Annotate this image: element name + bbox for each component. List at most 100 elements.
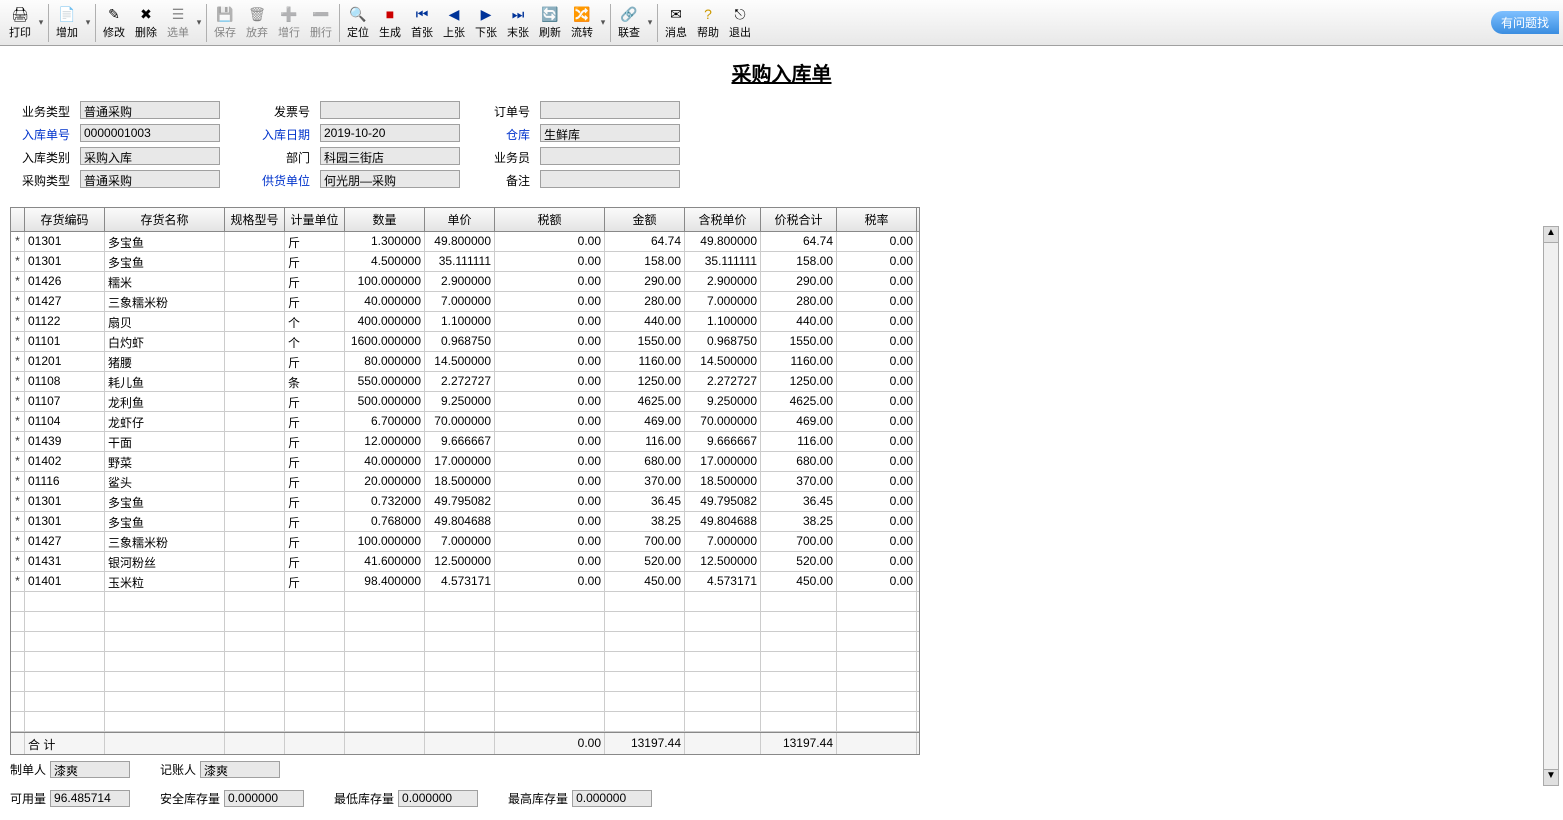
cell[interactable]: 450.00 bbox=[761, 572, 837, 591]
cell[interactable]: 4625.00 bbox=[605, 392, 685, 411]
cell[interactable]: 14.500000 bbox=[685, 352, 761, 371]
cell[interactable]: 01107 bbox=[25, 392, 105, 411]
cell[interactable]: 0.00 bbox=[495, 552, 605, 571]
help-badge[interactable]: 有问题找 bbox=[1491, 11, 1559, 34]
cell[interactable]: 70.000000 bbox=[685, 412, 761, 431]
cell[interactable] bbox=[225, 492, 285, 511]
cell[interactable] bbox=[345, 652, 425, 671]
abandon-button[interactable]: 🗑放弃 bbox=[241, 2, 273, 44]
avail-field[interactable]: 96.485714 bbox=[50, 790, 130, 807]
cell[interactable]: 多宝鱼 bbox=[105, 252, 225, 271]
cell[interactable]: 41.600000 bbox=[345, 552, 425, 571]
maker-field[interactable]: 漆爽 bbox=[50, 761, 130, 778]
column-header[interactable]: 规格型号 bbox=[225, 208, 285, 231]
prev-button[interactable]: ◀上张 bbox=[438, 2, 470, 44]
cell[interactable]: 野菜 bbox=[105, 452, 225, 471]
select-button[interactable]: ☰选单 bbox=[162, 2, 194, 44]
cell[interactable]: 6.700000 bbox=[345, 412, 425, 431]
cell[interactable] bbox=[495, 672, 605, 691]
table-row[interactable] bbox=[11, 652, 919, 672]
cell[interactable]: 斤 bbox=[285, 292, 345, 311]
cell[interactable]: 斤 bbox=[285, 432, 345, 451]
cell[interactable]: 49.795082 bbox=[685, 492, 761, 511]
cell[interactable]: 116.00 bbox=[605, 432, 685, 451]
cell[interactable]: 7.000000 bbox=[425, 532, 495, 551]
cell[interactable]: 370.00 bbox=[605, 472, 685, 491]
cell[interactable]: 扇贝 bbox=[105, 312, 225, 331]
column-header[interactable]: 数量 bbox=[345, 208, 425, 231]
table-row[interactable]: *01431银河粉丝斤41.60000012.5000000.00520.001… bbox=[11, 552, 919, 572]
cell[interactable] bbox=[425, 592, 495, 611]
poster-field[interactable]: 漆爽 bbox=[200, 761, 280, 778]
cell[interactable]: 01427 bbox=[25, 532, 105, 551]
cell[interactable] bbox=[425, 652, 495, 671]
cell[interactable] bbox=[425, 632, 495, 651]
cell[interactable]: 0.968750 bbox=[685, 332, 761, 351]
cell[interactable]: 469.00 bbox=[761, 412, 837, 431]
cell[interactable] bbox=[25, 692, 105, 711]
cell[interactable] bbox=[685, 692, 761, 711]
cell[interactable]: 0.968750 bbox=[425, 332, 495, 351]
cell[interactable]: 0.00 bbox=[495, 292, 605, 311]
cell[interactable] bbox=[225, 612, 285, 631]
table-row[interactable] bbox=[11, 632, 919, 652]
cell[interactable]: 斤 bbox=[285, 252, 345, 271]
cell[interactable]: 01301 bbox=[25, 512, 105, 531]
cell[interactable] bbox=[285, 652, 345, 671]
cell[interactable]: 0.768000 bbox=[345, 512, 425, 531]
cell[interactable]: 0.00 bbox=[837, 472, 917, 491]
cell[interactable]: 500.000000 bbox=[345, 392, 425, 411]
column-header[interactable] bbox=[11, 208, 25, 231]
add-button[interactable]: 📄增加 bbox=[51, 2, 83, 44]
cell[interactable]: 36.45 bbox=[761, 492, 837, 511]
cell[interactable]: 0.00 bbox=[495, 372, 605, 391]
cell[interactable]: 0.00 bbox=[837, 552, 917, 571]
last-button[interactable]: ⏭末张 bbox=[502, 2, 534, 44]
table-row[interactable]: *01108耗儿鱼条550.0000002.2727270.001250.002… bbox=[11, 372, 919, 392]
cell[interactable] bbox=[837, 712, 917, 731]
print-button[interactable]: 🖨打印 bbox=[4, 2, 36, 44]
addrow-button[interactable]: ➕增行 bbox=[273, 2, 305, 44]
cell[interactable] bbox=[11, 652, 25, 671]
cell[interactable]: 龙利鱼 bbox=[105, 392, 225, 411]
cell[interactable]: 0.00 bbox=[495, 332, 605, 351]
cell[interactable]: 40.000000 bbox=[345, 452, 425, 471]
cell[interactable] bbox=[225, 372, 285, 391]
cell[interactable] bbox=[345, 672, 425, 691]
cell[interactable]: 9.666667 bbox=[425, 432, 495, 451]
cell[interactable] bbox=[761, 712, 837, 731]
indate-label[interactable]: 入库日期 bbox=[230, 124, 310, 143]
cell[interactable] bbox=[25, 672, 105, 691]
table-row[interactable]: *01439干面斤12.0000009.6666670.00116.009.66… bbox=[11, 432, 919, 452]
cell[interactable] bbox=[425, 692, 495, 711]
print-dropdown[interactable]: ▾ bbox=[36, 2, 46, 44]
cell[interactable] bbox=[495, 712, 605, 731]
cell[interactable] bbox=[685, 652, 761, 671]
cell[interactable]: 440.00 bbox=[761, 312, 837, 331]
cell[interactable]: 个 bbox=[285, 332, 345, 351]
cell[interactable] bbox=[761, 652, 837, 671]
save-button[interactable]: 💾保存 bbox=[209, 2, 241, 44]
cell[interactable]: 9.666667 bbox=[685, 432, 761, 451]
flow-dropdown[interactable]: ▾ bbox=[598, 2, 608, 44]
cell[interactable]: 0.00 bbox=[837, 232, 917, 251]
cell[interactable]: 0.00 bbox=[495, 312, 605, 331]
cell[interactable]: 9.250000 bbox=[685, 392, 761, 411]
cell[interactable]: 斤 bbox=[285, 492, 345, 511]
cell[interactable]: 4.573171 bbox=[685, 572, 761, 591]
cell[interactable]: 0.00 bbox=[837, 452, 917, 471]
cell[interactable] bbox=[105, 632, 225, 651]
cell[interactable] bbox=[837, 692, 917, 711]
cell[interactable]: 01301 bbox=[25, 232, 105, 251]
cell[interactable]: 0.00 bbox=[837, 372, 917, 391]
cell[interactable] bbox=[11, 712, 25, 731]
cell[interactable]: 0.00 bbox=[495, 532, 605, 551]
cell[interactable] bbox=[225, 692, 285, 711]
table-row[interactable]: *01427三象糯米粉斤100.0000007.0000000.00700.00… bbox=[11, 532, 919, 552]
cell[interactable] bbox=[105, 592, 225, 611]
cell[interactable]: 0.00 bbox=[837, 352, 917, 371]
exit-button[interactable]: ⎋退出 bbox=[724, 2, 756, 44]
indate-field[interactable]: 2019-10-20 bbox=[320, 124, 460, 142]
column-header[interactable]: 存货名称 bbox=[105, 208, 225, 231]
invoice-field[interactable] bbox=[320, 101, 460, 119]
